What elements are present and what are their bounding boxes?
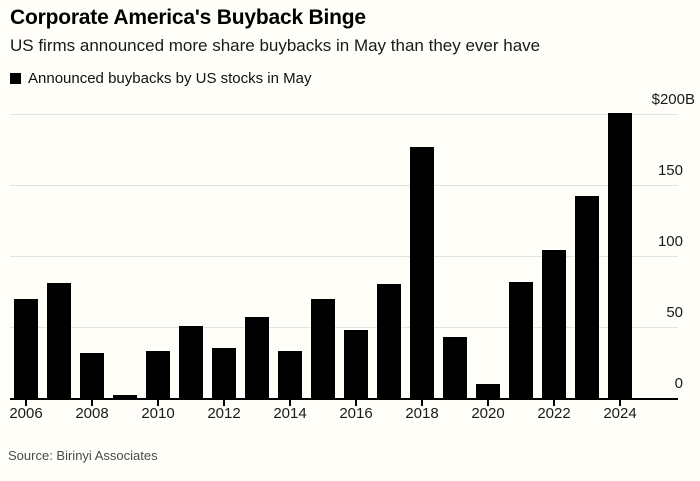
x-tick-label-2006: 2006 — [9, 405, 43, 422]
bar-2023 — [575, 196, 599, 398]
bar-2024 — [608, 112, 632, 398]
y-tick-label-100: 100 — [657, 233, 683, 250]
bar-2021 — [509, 281, 533, 398]
bar-2008 — [80, 352, 104, 398]
gridline-200 — [10, 114, 678, 115]
bar-2019 — [443, 336, 467, 398]
gridline-50 — [10, 327, 678, 328]
bar-2006 — [14, 298, 38, 398]
legend-label: Announced buybacks by US stocks in May — [28, 70, 312, 87]
bar-2018 — [410, 146, 434, 398]
x-tick-label-2020: 2020 — [471, 405, 505, 422]
y-tick-label-50: 50 — [666, 304, 683, 321]
source-note: Source: Birinyi Associates — [8, 448, 158, 463]
gridline-100 — [10, 256, 678, 257]
y-tick-label-150: 150 — [657, 162, 683, 179]
bar-chart-plot-area: $200B 150 100 50 0 2006 2008 2010 2012 2014 2016 20… — [9, 91, 695, 422]
y-tick-label-0: 0 — [674, 375, 683, 392]
bar-2013 — [245, 317, 269, 398]
bar-2007 — [47, 282, 71, 398]
x-tick-2024 — [619, 400, 621, 406]
x-tick-2010 — [157, 400, 159, 406]
bar-2015 — [311, 298, 335, 398]
legend: Announced buybacks by US stocks in May — [10, 70, 311, 87]
x-axis-line — [10, 398, 678, 400]
bar-2014 — [278, 351, 302, 398]
chart-subtitle: US firms announced more share buybacks i… — [10, 36, 541, 55]
bar-2010 — [146, 351, 170, 398]
gridline-150 — [10, 185, 678, 186]
x-tick-2014 — [289, 400, 291, 406]
y-tick-label-200: $200B — [651, 91, 695, 108]
bar-2017 — [377, 284, 401, 398]
x-tick-label-2014: 2014 — [273, 405, 307, 422]
chart-title: Corporate America's Buyback Binge — [10, 6, 366, 29]
bar-2009 — [113, 395, 137, 398]
bar-2022 — [542, 250, 566, 398]
x-tick-label-2018: 2018 — [405, 405, 439, 422]
bar-2012 — [212, 348, 236, 398]
bar-2011 — [179, 325, 203, 398]
x-tick-label-2008: 2008 — [75, 405, 109, 422]
x-tick-2008 — [91, 400, 93, 406]
x-tick-2006 — [25, 400, 27, 406]
x-tick-label-2024: 2024 — [603, 405, 637, 422]
bar-2020 — [476, 383, 500, 398]
legend-swatch-icon — [10, 73, 21, 84]
x-tick-2018 — [421, 400, 423, 406]
x-tick-2012 — [223, 400, 225, 406]
x-tick-label-2022: 2022 — [537, 405, 571, 422]
bar-2016 — [344, 329, 368, 398]
x-tick-2020 — [487, 400, 489, 406]
x-tick-label-2016: 2016 — [339, 405, 373, 422]
x-tick-2016 — [355, 400, 357, 406]
x-tick-2022 — [553, 400, 555, 406]
x-tick-label-2010: 2010 — [141, 405, 175, 422]
x-tick-label-2012: 2012 — [207, 405, 241, 422]
